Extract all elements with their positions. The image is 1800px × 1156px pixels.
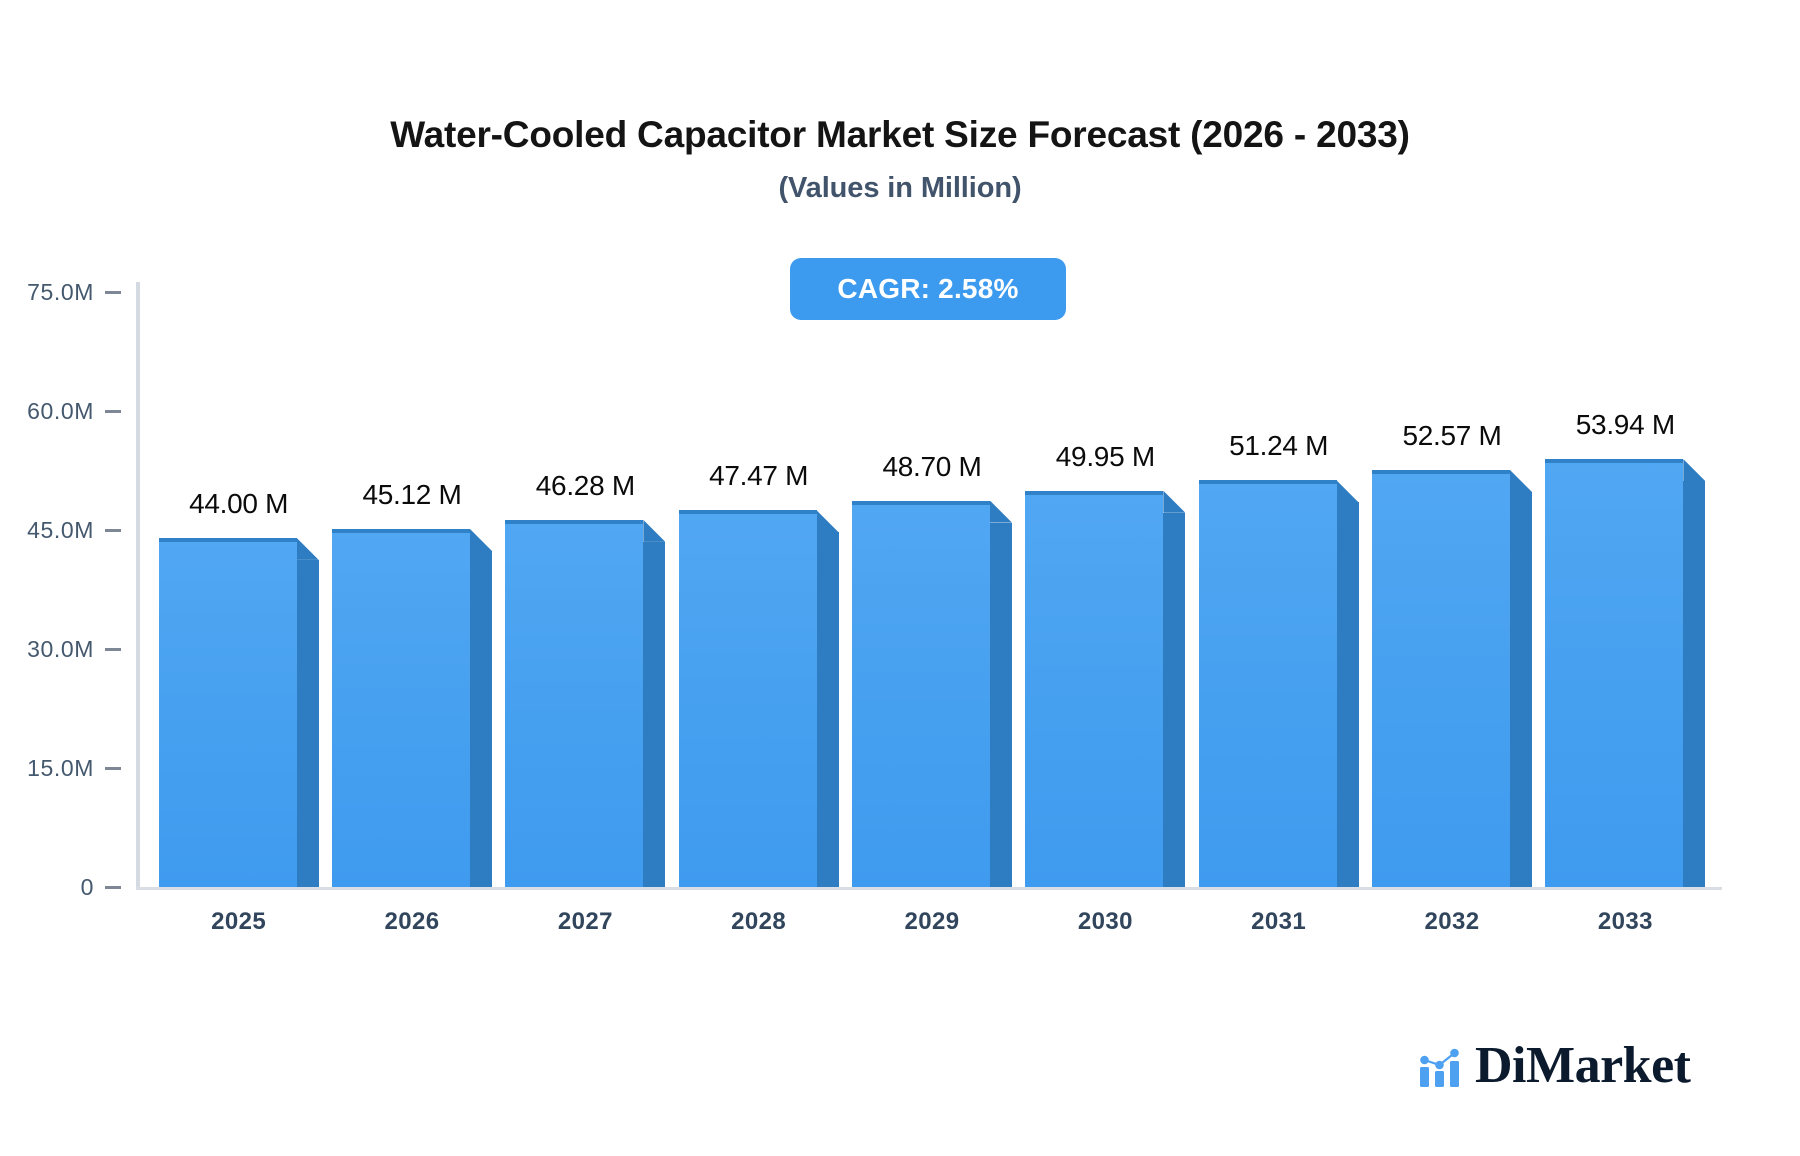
x-axis-tick-label: 2029 [904, 908, 960, 935]
chart-title: Water-Cooled Capacitor Market Size Forec… [390, 114, 1410, 155]
bar[interactable] [1545, 459, 1706, 887]
x-axis-tick-label: 2025 [211, 908, 267, 935]
bar-top-face [990, 500, 1012, 523]
bar-chart-icon [1418, 1043, 1464, 1089]
x-axis-tick-label: 2028 [731, 908, 787, 935]
bar[interactable] [1372, 469, 1532, 887]
y-axis-tick: 30.0M [0, 636, 136, 662]
chart-subtitle: (Values in Million) [778, 172, 1022, 204]
bar[interactable] [332, 529, 492, 887]
y-axis-tick-mark [105, 886, 121, 889]
bar[interactable] [158, 537, 319, 887]
dimarket-logo: DiMarket [1418, 1037, 1691, 1094]
bar-side-face [990, 522, 1012, 887]
bar-front-face [1198, 480, 1337, 887]
bar-side-face [470, 551, 492, 887]
x-axis-tick-label: 2026 [384, 908, 440, 935]
bar[interactable] [678, 510, 839, 887]
y-axis-tick-label: 15.0M [27, 755, 94, 781]
bar-front-face [678, 510, 817, 887]
bar-side-face [1510, 491, 1532, 887]
bar-top-face [1683, 459, 1706, 482]
y-axis-tick-mark [105, 291, 121, 294]
bar-top-face [816, 510, 839, 533]
bar-side-face [1683, 481, 1706, 887]
y-axis-tick-mark [105, 529, 121, 532]
bar-top-edge [1198, 480, 1337, 485]
bar-top-face [1336, 480, 1359, 503]
bar-front-face [1372, 469, 1510, 887]
bar-value-label: 44.00 M [189, 487, 289, 519]
logo-wordmark: DiMarket [1475, 1037, 1691, 1094]
bar-value-label: 52.57 M [1402, 419, 1502, 451]
bar-front-face [332, 529, 470, 887]
y-axis-tick-label: 60.0M [27, 398, 94, 424]
y-axis-tick-label: 45.0M [27, 517, 94, 543]
bar-side-face [816, 532, 839, 887]
bar-front-face [852, 500, 990, 887]
bar-value-label: 49.95 M [1055, 440, 1155, 472]
bar-side-face [643, 541, 666, 887]
bar-value-label: 48.70 M [882, 450, 982, 482]
y-axis-tick: 0 [0, 874, 136, 900]
bar-side-face [296, 559, 319, 887]
bar-front-face [505, 519, 644, 887]
y-axis-tick-label: 30.0M [27, 636, 94, 662]
bar[interactable] [852, 500, 1012, 887]
y-axis-tick: 15.0M [0, 755, 136, 781]
y-axis-tick-label: 0 [80, 874, 94, 900]
bar-top-edge [678, 510, 817, 515]
bar-side-face [1336, 502, 1359, 887]
x-axis-tick-label: 2033 [1597, 908, 1653, 935]
bar-top-edge [332, 529, 470, 534]
x-axis-tick-label: 2030 [1077, 908, 1133, 935]
bar-value-label: 45.12 M [362, 479, 462, 511]
bar-top-edge [158, 537, 297, 542]
bar-top-edge [1025, 490, 1164, 495]
bar-front-face [158, 537, 297, 887]
y-axis-tick: 75.0M [0, 279, 136, 305]
bar-top-face [1163, 490, 1186, 513]
x-axis-tick-label: 2027 [557, 908, 613, 935]
bar-value-label: 51.24 M [1229, 430, 1329, 462]
x-axis-tick-label: 2031 [1251, 908, 1307, 935]
bar-value-label: 53.94 M [1575, 409, 1675, 441]
y-axis-tick: 45.0M [0, 517, 136, 543]
bar-top-edge [1545, 459, 1684, 464]
y-axis-tick-mark [105, 767, 121, 770]
bar-front-face [1025, 490, 1164, 887]
x-axis-tick-label: 2032 [1424, 908, 1480, 935]
bar-top-face [470, 529, 492, 552]
bar[interactable] [505, 519, 666, 887]
bar-top-face [296, 537, 319, 560]
y-axis-tick-label: 75.0M [27, 279, 94, 305]
cagr-badge: CAGR: 2.58% [790, 258, 1066, 320]
y-axis-tick-mark [105, 410, 121, 413]
y-axis-tick-mark [105, 648, 121, 651]
bar-top-edge [1372, 469, 1510, 474]
bar-value-label: 46.28 M [535, 469, 635, 501]
x-axis-line [136, 887, 1722, 890]
bar-front-face [1545, 459, 1684, 887]
bar[interactable] [1198, 480, 1359, 887]
y-axis-line [136, 282, 140, 889]
bar-top-edge [852, 500, 990, 505]
bar-top-face [643, 519, 666, 542]
bar-side-face [1163, 512, 1186, 887]
bar-top-edge [505, 519, 644, 524]
bar[interactable] [1025, 490, 1186, 887]
bar-value-label: 47.47 M [709, 460, 809, 492]
y-axis-tick: 60.0M [0, 398, 136, 424]
bar-top-face [1510, 469, 1532, 492]
